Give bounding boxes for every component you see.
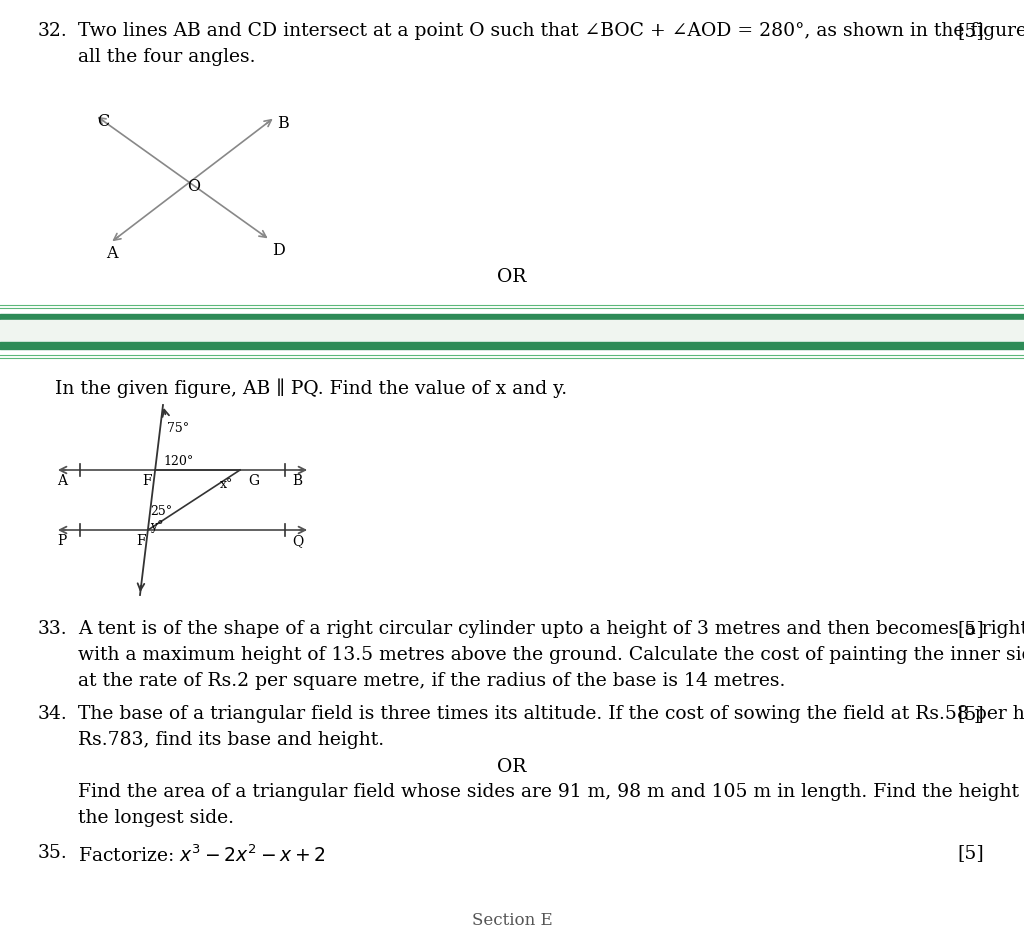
Text: 120°: 120° bbox=[163, 455, 194, 468]
Text: 25°: 25° bbox=[150, 505, 172, 518]
Text: F: F bbox=[136, 534, 145, 548]
Text: OR: OR bbox=[498, 268, 526, 286]
Text: A tent is of the shape of a right circular cylinder upto a height of 3 metres an: A tent is of the shape of a right circul… bbox=[78, 620, 1024, 638]
Text: In the given figure, AB ∥ PQ. Find the value of x and y.: In the given figure, AB ∥ PQ. Find the v… bbox=[55, 378, 567, 398]
Text: all the four angles.: all the four angles. bbox=[78, 48, 256, 66]
Text: F: F bbox=[142, 474, 152, 488]
Text: D: D bbox=[272, 242, 285, 259]
Text: A: A bbox=[57, 474, 67, 488]
Text: 75°: 75° bbox=[167, 422, 189, 435]
Text: The base of a triangular field is three times its altitude. If the cost of sowin: The base of a triangular field is three … bbox=[78, 705, 1024, 723]
Text: [5]: [5] bbox=[957, 620, 984, 638]
Text: Q: Q bbox=[292, 534, 303, 548]
Text: C: C bbox=[97, 113, 110, 130]
Text: [5]: [5] bbox=[957, 705, 984, 723]
Text: Find the area of a triangular field whose sides are 91 m, 98 m and 105 m in leng: Find the area of a triangular field whos… bbox=[78, 783, 1024, 801]
Text: O: O bbox=[187, 178, 200, 195]
Text: y°: y° bbox=[150, 520, 164, 533]
Text: Two lines AB and CD intersect at a point O such that ∠BOC + ∠AOD = 280°, as show: Two lines AB and CD intersect at a point… bbox=[78, 22, 1024, 40]
Text: 32.: 32. bbox=[38, 22, 68, 40]
Text: P: P bbox=[57, 534, 67, 548]
Text: at the rate of Rs.2 per square metre, if the radius of the base is 14 metres.: at the rate of Rs.2 per square metre, if… bbox=[78, 672, 785, 690]
Text: the longest side.: the longest side. bbox=[78, 809, 234, 827]
Text: B: B bbox=[292, 474, 302, 488]
Text: with a maximum height of 13.5 metres above the ground. Calculate the cost of pai: with a maximum height of 13.5 metres abo… bbox=[78, 646, 1024, 664]
Text: 34.: 34. bbox=[38, 705, 68, 723]
Text: 35.: 35. bbox=[38, 844, 68, 862]
Text: OR: OR bbox=[498, 758, 526, 776]
Text: 33.: 33. bbox=[38, 620, 68, 638]
Text: B: B bbox=[278, 115, 289, 132]
Text: A: A bbox=[106, 245, 118, 262]
Text: Rs.783, find its base and height.: Rs.783, find its base and height. bbox=[78, 731, 384, 749]
Text: Factorize: $x^3 - 2x^2 - x + 2$: Factorize: $x^3 - 2x^2 - x + 2$ bbox=[78, 844, 326, 866]
Text: [5]: [5] bbox=[957, 22, 984, 40]
Text: G: G bbox=[248, 474, 259, 488]
Text: x°: x° bbox=[220, 478, 233, 491]
Text: [5]: [5] bbox=[957, 844, 984, 862]
Text: Section E: Section E bbox=[472, 912, 552, 929]
